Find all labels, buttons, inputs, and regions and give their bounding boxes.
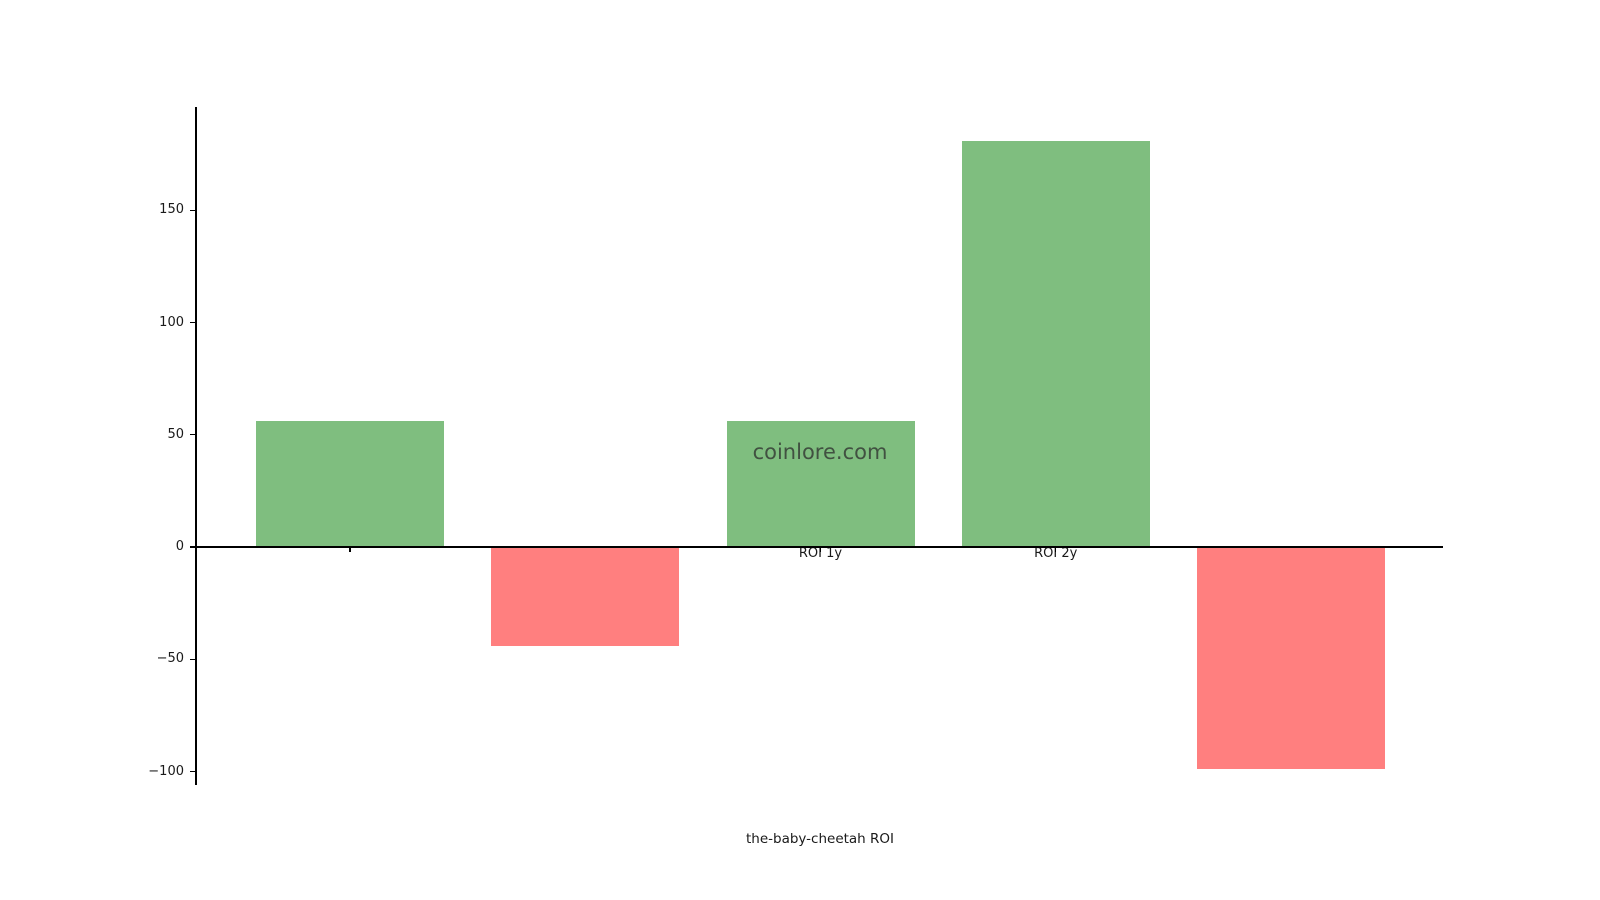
watermark-text: coinlore.com <box>752 440 888 464</box>
y-tick-label: −100 <box>148 763 184 779</box>
x-tick-mark <box>349 547 351 553</box>
y-tick-mark <box>190 546 196 548</box>
y-tick-label: 100 <box>159 314 184 330</box>
y-tick-label: 0 <box>175 539 184 555</box>
y-axis-line <box>195 107 197 785</box>
bar-unlabeled-5 <box>1197 547 1385 770</box>
y-tick-mark <box>190 434 196 436</box>
y-tick-mark <box>190 321 196 324</box>
y-tick-label: 50 <box>167 426 184 442</box>
x-tick-label: ROI 1y <box>798 546 843 562</box>
y-tick-mark <box>190 770 196 773</box>
x-tick-mark <box>819 547 822 553</box>
bar-roi-2y <box>961 140 1150 548</box>
bar-unlabeled-2 <box>491 547 680 646</box>
bar-unlabeled-1 <box>256 421 444 548</box>
y-tick-mark <box>190 658 196 660</box>
bar-roi-1y <box>726 421 915 548</box>
y-tick-label: 150 <box>159 202 184 218</box>
x-tick-mark <box>1055 547 1057 553</box>
x-axis-zero-line <box>196 546 1443 548</box>
chart-title: the-baby-cheetah ROI <box>745 831 895 847</box>
y-tick-label: −50 <box>156 651 184 667</box>
x-tick-label: ROI 2y <box>1034 546 1078 562</box>
y-tick-mark <box>190 209 196 211</box>
